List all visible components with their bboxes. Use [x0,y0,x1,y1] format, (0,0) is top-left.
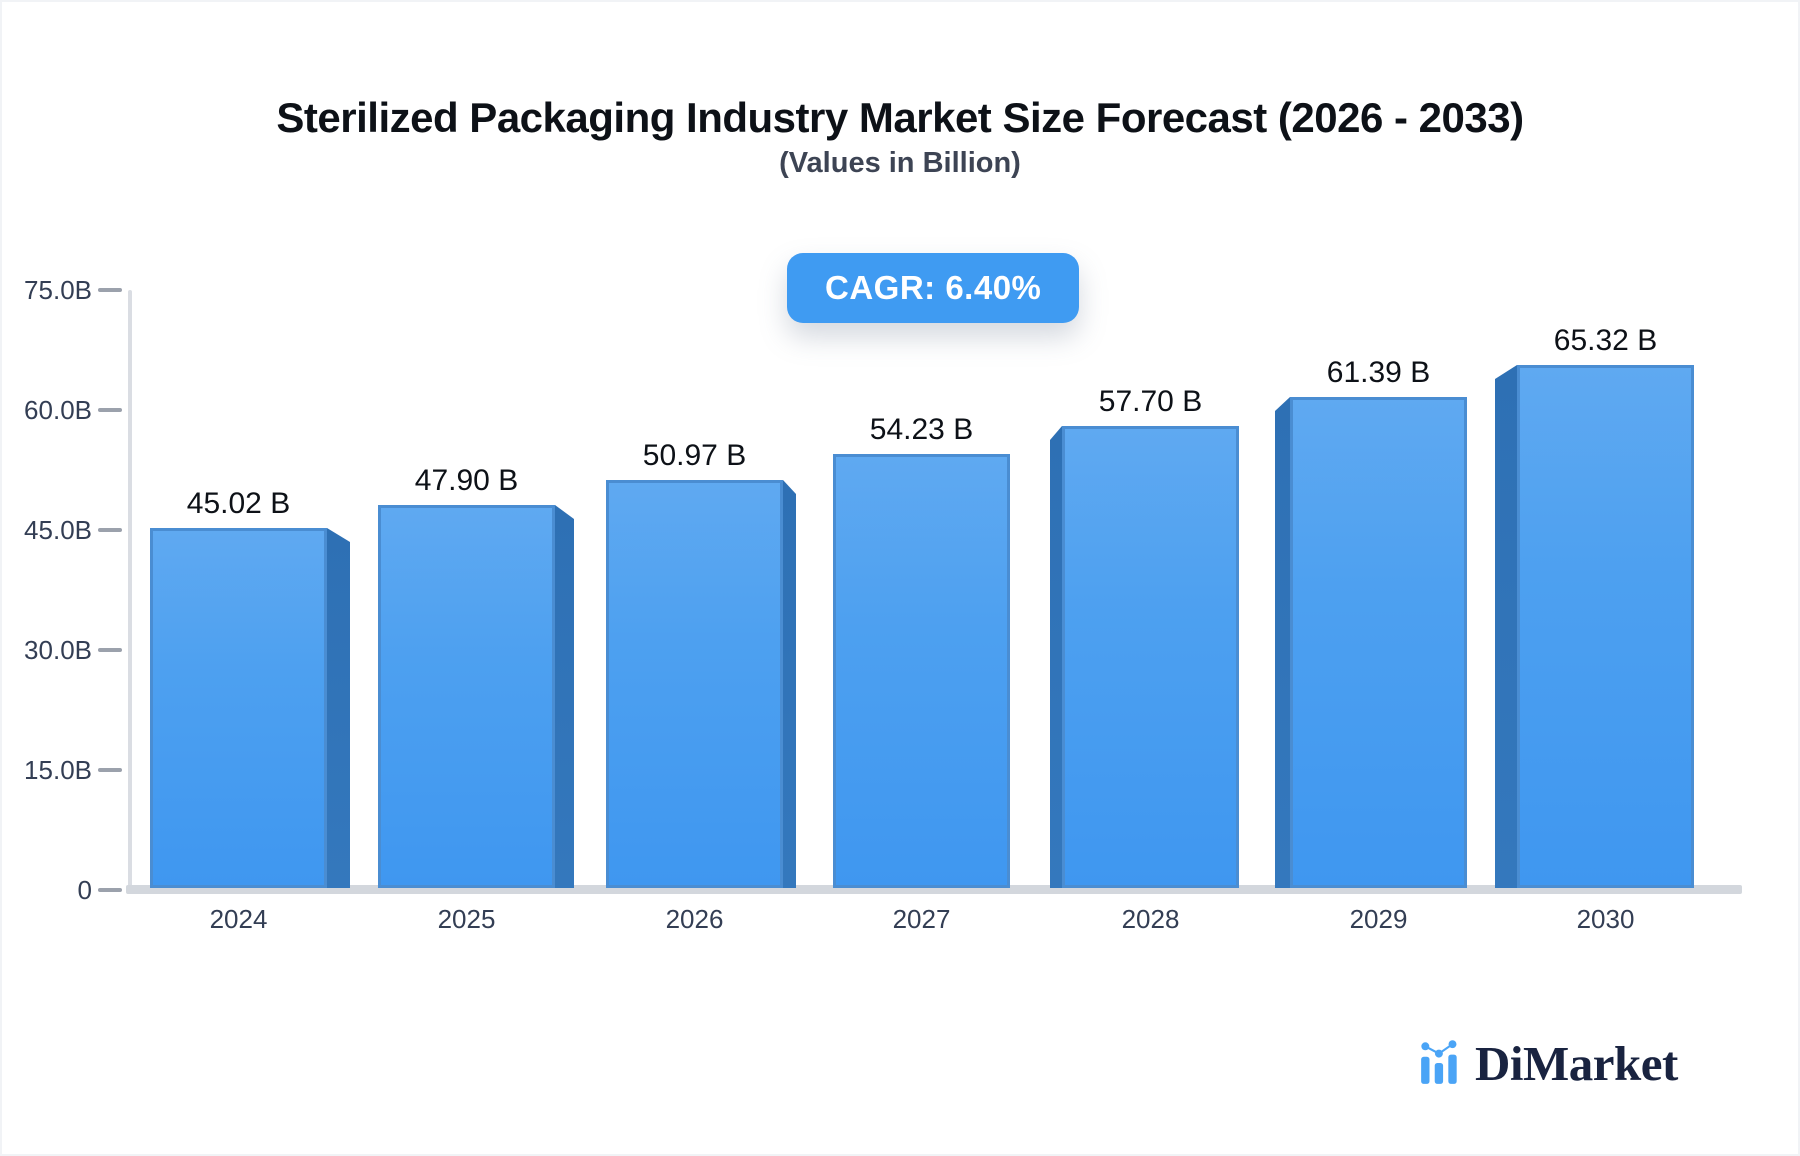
bar-side-face-2026 [783,480,796,888]
x-axis-label-2025: 2025 [437,904,496,934]
y-axis-tick [98,648,122,652]
y-axis-tick-label: 45.0B [24,515,92,545]
bar-2024 [150,528,327,888]
cagr-badge: CAGR: 6.40% [787,253,1080,323]
bar-2025 [378,505,555,888]
y-axis-tick-label: 30.0B [24,635,92,665]
y-axis-tick [98,888,122,892]
y-axis-tick-label: 75.0B [24,275,92,305]
y-axis-tick-label: 60.0B [24,395,92,425]
bar-value-label-2030: 65.32 B [1553,324,1658,357]
bar-value-label-2029: 61.39 B [1326,356,1431,389]
bar-value-label-2027: 54.23 B [869,413,974,446]
cagr-badge-label: CAGR: 6.40% [825,269,1042,306]
chart-title: Sterilized Packaging Industry Market Siz… [276,94,1524,141]
bar-2026 [606,480,783,888]
x-axis-label-2026: 2026 [665,904,724,934]
x-axis-label-2024: 2024 [209,904,268,934]
x-axis-label-2029: 2029 [1349,904,1408,934]
x-axis-label-2028: 2028 [1121,904,1180,934]
bar-side-face-2030 [1495,365,1517,888]
bar-2029 [1290,397,1467,888]
y-axis-line [128,290,132,890]
bar-value-label-2024: 45.02 B [186,487,291,520]
y-axis-tick [98,528,122,532]
bar-value-label-2025: 47.90 B [414,464,519,497]
bar-chart-icon [1421,1040,1457,1084]
bar-side-face-2029 [1275,397,1290,888]
x-axis-label-2027: 2027 [892,904,951,934]
x-axis-label-2030: 2030 [1576,904,1635,934]
y-axis-tick [98,288,122,292]
bar-side-face-2025 [555,505,574,888]
brand-name: DiMarket [1475,1036,1678,1092]
bar-2030 [1517,365,1694,888]
brand-logo: DiMarket [1420,1040,1678,1088]
y-axis-tick [98,768,122,772]
chart-subtitle: (Values in Billion) [779,147,1021,179]
bar-2027 [833,454,1010,888]
y-axis-tick-label: 0 [77,875,92,905]
x-axis-baseline [126,885,1742,894]
bar-2028 [1062,426,1239,888]
bar-side-face-2028 [1050,426,1062,888]
y-axis-tick-label: 15.0B [24,755,92,785]
bar-side-face-2024 [327,528,350,888]
bar-value-label-2028: 57.70 B [1098,385,1203,418]
y-axis-tick [98,408,122,412]
bar-value-label-2026: 50.97 B [642,439,747,472]
